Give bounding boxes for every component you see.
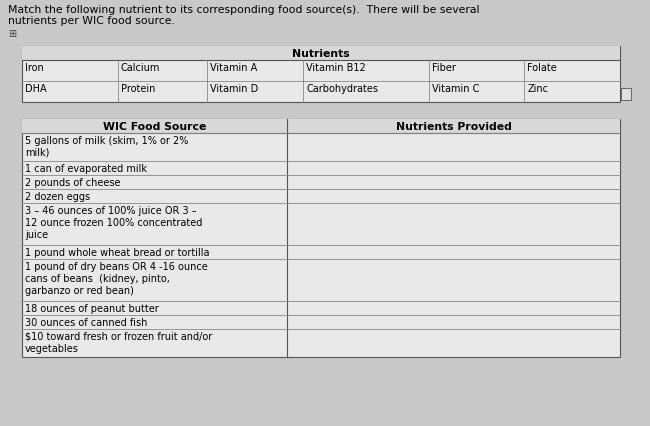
Bar: [22, 120, 620, 357]
Text: Vitamin C: Vitamin C: [432, 84, 479, 94]
Text: 3 – 46 ounces of 100% juice OR 3 –
12 ounce frozen 100% concentrated
juice: 3 – 46 ounces of 100% juice OR 3 – 12 ou…: [25, 205, 202, 239]
Bar: [22, 120, 620, 134]
Text: 1 pound whole wheat bread or tortilla: 1 pound whole wheat bread or tortilla: [25, 248, 209, 257]
Text: 5 gallons of milk (skim, 1% or 2%
milk): 5 gallons of milk (skim, 1% or 2% milk): [25, 136, 188, 158]
Bar: [22, 47, 620, 61]
Text: WIC Food Source: WIC Food Source: [103, 122, 206, 132]
Text: 2 dozen eggs: 2 dozen eggs: [25, 192, 90, 201]
Text: Calcium: Calcium: [121, 63, 160, 73]
Text: Match the following nutrient to its corresponding food source(s).  There will be: Match the following nutrient to its corr…: [8, 5, 480, 15]
Text: Nutrients: Nutrients: [292, 49, 350, 59]
Bar: [22, 47, 620, 103]
Text: Iron: Iron: [25, 63, 44, 73]
Text: Fiber: Fiber: [432, 63, 456, 73]
Text: 18 ounces of peanut butter: 18 ounces of peanut butter: [25, 303, 159, 313]
Text: 1 can of evaporated milk: 1 can of evaporated milk: [25, 164, 147, 173]
Text: Vitamin D: Vitamin D: [211, 84, 259, 94]
Text: nutrients per WIC food source.: nutrients per WIC food source.: [8, 16, 175, 26]
Text: ⊞: ⊞: [8, 29, 16, 39]
Text: 1 pound of dry beans OR 4 -16 ounce
cans of beans  (kidney, pinto,
garbanzo or r: 1 pound of dry beans OR 4 -16 ounce cans…: [25, 262, 208, 295]
Text: Nutrients Provided: Nutrients Provided: [396, 122, 512, 132]
Text: Zinc: Zinc: [527, 84, 549, 94]
Text: Folate: Folate: [527, 63, 557, 73]
Text: 30 ounces of canned fish: 30 ounces of canned fish: [25, 317, 148, 327]
Text: $10 toward fresh or frozen fruit and/or
vegetables: $10 toward fresh or frozen fruit and/or …: [25, 331, 213, 353]
Text: Carbohydrates: Carbohydrates: [306, 84, 378, 94]
Text: DHA: DHA: [25, 84, 47, 94]
Text: 2 pounds of cheese: 2 pounds of cheese: [25, 178, 120, 187]
Text: Protein: Protein: [121, 84, 155, 94]
Text: Vitamin A: Vitamin A: [211, 63, 257, 73]
Text: Vitamin B12: Vitamin B12: [306, 63, 366, 73]
Bar: [621, 89, 631, 101]
